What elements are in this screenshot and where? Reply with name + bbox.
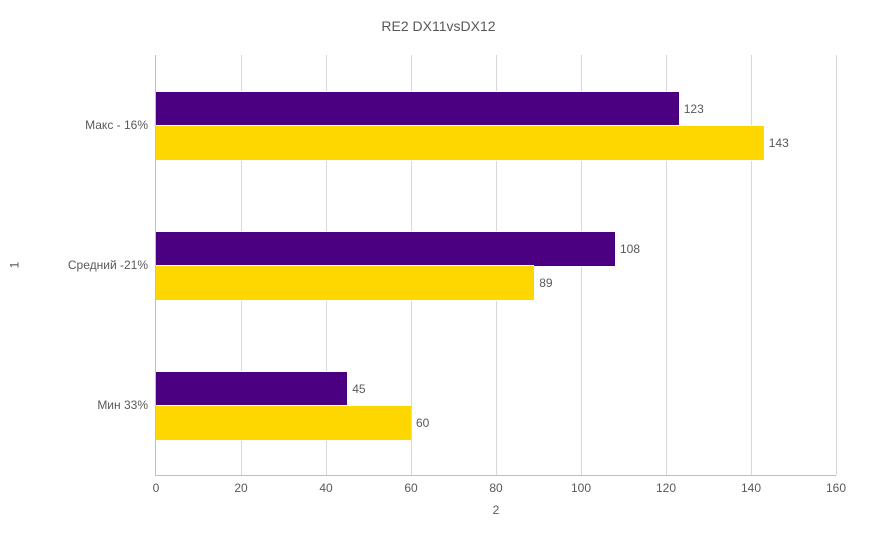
bar-value-label: 108 (620, 242, 640, 256)
x-tick-label: 160 (826, 481, 846, 495)
bar-value-label: 45 (352, 382, 365, 396)
bar-value-label: 143 (769, 136, 789, 150)
bar: 45 (156, 371, 347, 407)
y-axis-label: 1 (7, 262, 21, 269)
x-tick-label: 80 (489, 481, 502, 495)
bar: 123 (156, 91, 679, 127)
bar: 89 (156, 265, 534, 301)
chart-container: RE2 DX11vsDX12 1 2 020406080100120140160… (0, 0, 877, 552)
y-category-label: Макс - 16% (85, 118, 148, 132)
x-tick-label: 120 (656, 481, 676, 495)
y-category-label: Мин 33% (97, 398, 148, 412)
plot-area: 1 2 020406080100120140160Макс - 16%12314… (155, 55, 836, 476)
bar: 108 (156, 231, 615, 267)
bar: 143 (156, 125, 764, 161)
gridline (836, 55, 837, 475)
gridline (751, 55, 752, 475)
bar-value-label: 89 (539, 276, 552, 290)
chart-title: RE2 DX11vsDX12 (0, 18, 877, 34)
bar: 60 (156, 405, 411, 441)
x-tick-label: 40 (319, 481, 332, 495)
bar-value-label: 123 (684, 102, 704, 116)
x-tick-label: 20 (234, 481, 247, 495)
x-tick-label: 0 (153, 481, 160, 495)
y-category-label: Средний -21% (68, 258, 148, 272)
x-axis-label: 2 (493, 503, 500, 517)
bar-value-label: 60 (416, 416, 429, 430)
x-tick-label: 140 (741, 481, 761, 495)
x-tick-label: 60 (404, 481, 417, 495)
x-tick-label: 100 (571, 481, 591, 495)
